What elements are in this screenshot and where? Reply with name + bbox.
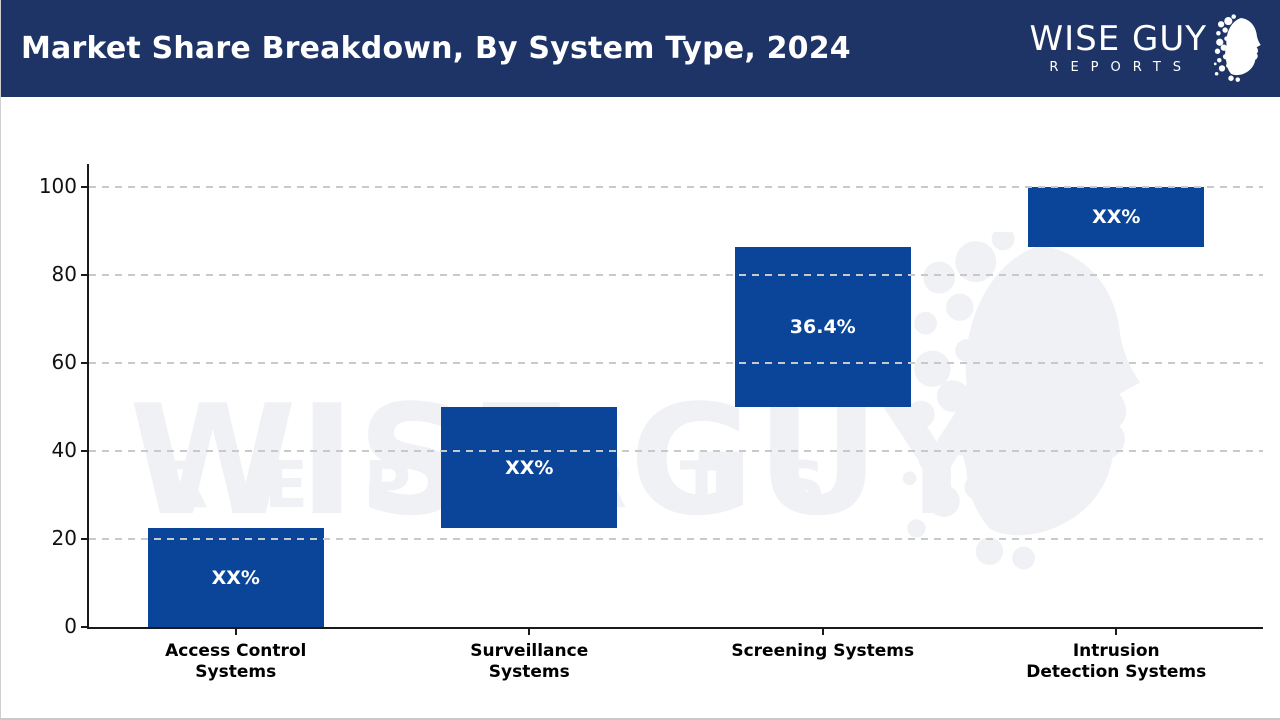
x-axis [87, 627, 1263, 629]
x-tick-mark [234, 627, 237, 635]
y-tick-label: 60 [51, 350, 77, 374]
logo-head-icon [1213, 13, 1261, 82]
gridline [89, 274, 1263, 276]
x-category-label: Surveillance Systems [470, 641, 589, 683]
y-tick-label: 0 [64, 614, 77, 638]
y-tick-label: 20 [51, 526, 77, 550]
logo-sub-wordmark: REPORTS [1049, 59, 1194, 75]
gridline [89, 538, 1263, 540]
logo-text: WISE GUY REPORTS [1029, 19, 1207, 75]
plot-layer: 0 20 40 60 80 100 XX% Access Control Systems XX%… [1, 97, 1280, 718]
x-tick-mark [1115, 627, 1118, 635]
bar [441, 407, 618, 528]
bar [1028, 187, 1205, 247]
x-tick-mark [528, 627, 531, 635]
y-tick-mark [81, 274, 89, 276]
logo: WISE GUY REPORTS [1029, 10, 1267, 88]
x-category-label: Access Control Systems [165, 641, 307, 683]
bar-value-label: 36.4% [789, 315, 856, 338]
gridline [89, 186, 1263, 188]
y-tick-label: 40 [51, 438, 77, 462]
x-tick-mark [821, 627, 824, 635]
y-tick-label: 80 [51, 262, 77, 286]
logo-wordmark: WISE GUY [1029, 19, 1207, 60]
watermark-head-icon [902, 232, 1140, 570]
gridline [89, 450, 1263, 452]
y-tick-mark [81, 186, 89, 188]
bar-value-label: XX% [505, 456, 554, 479]
header: Market Share Breakdown, By System Type, … [1, 0, 1280, 97]
y-axis [87, 164, 89, 629]
y-tick-mark [81, 450, 89, 452]
bar [147, 528, 324, 627]
gridline [89, 362, 1263, 364]
bar-value-label: XX% [1092, 205, 1141, 228]
y-tick-label: 100 [38, 174, 77, 198]
y-tick-mark [81, 626, 89, 628]
page-title: Market Share Breakdown, By System Type, … [21, 31, 851, 66]
bar-value-label: XX% [211, 566, 260, 589]
x-category-label: Screening Systems [731, 641, 915, 661]
y-tick-mark [81, 538, 89, 540]
bar [734, 246, 911, 407]
y-tick-mark [81, 362, 89, 364]
x-category-label: Intrusion Detection Systems [1026, 641, 1207, 683]
